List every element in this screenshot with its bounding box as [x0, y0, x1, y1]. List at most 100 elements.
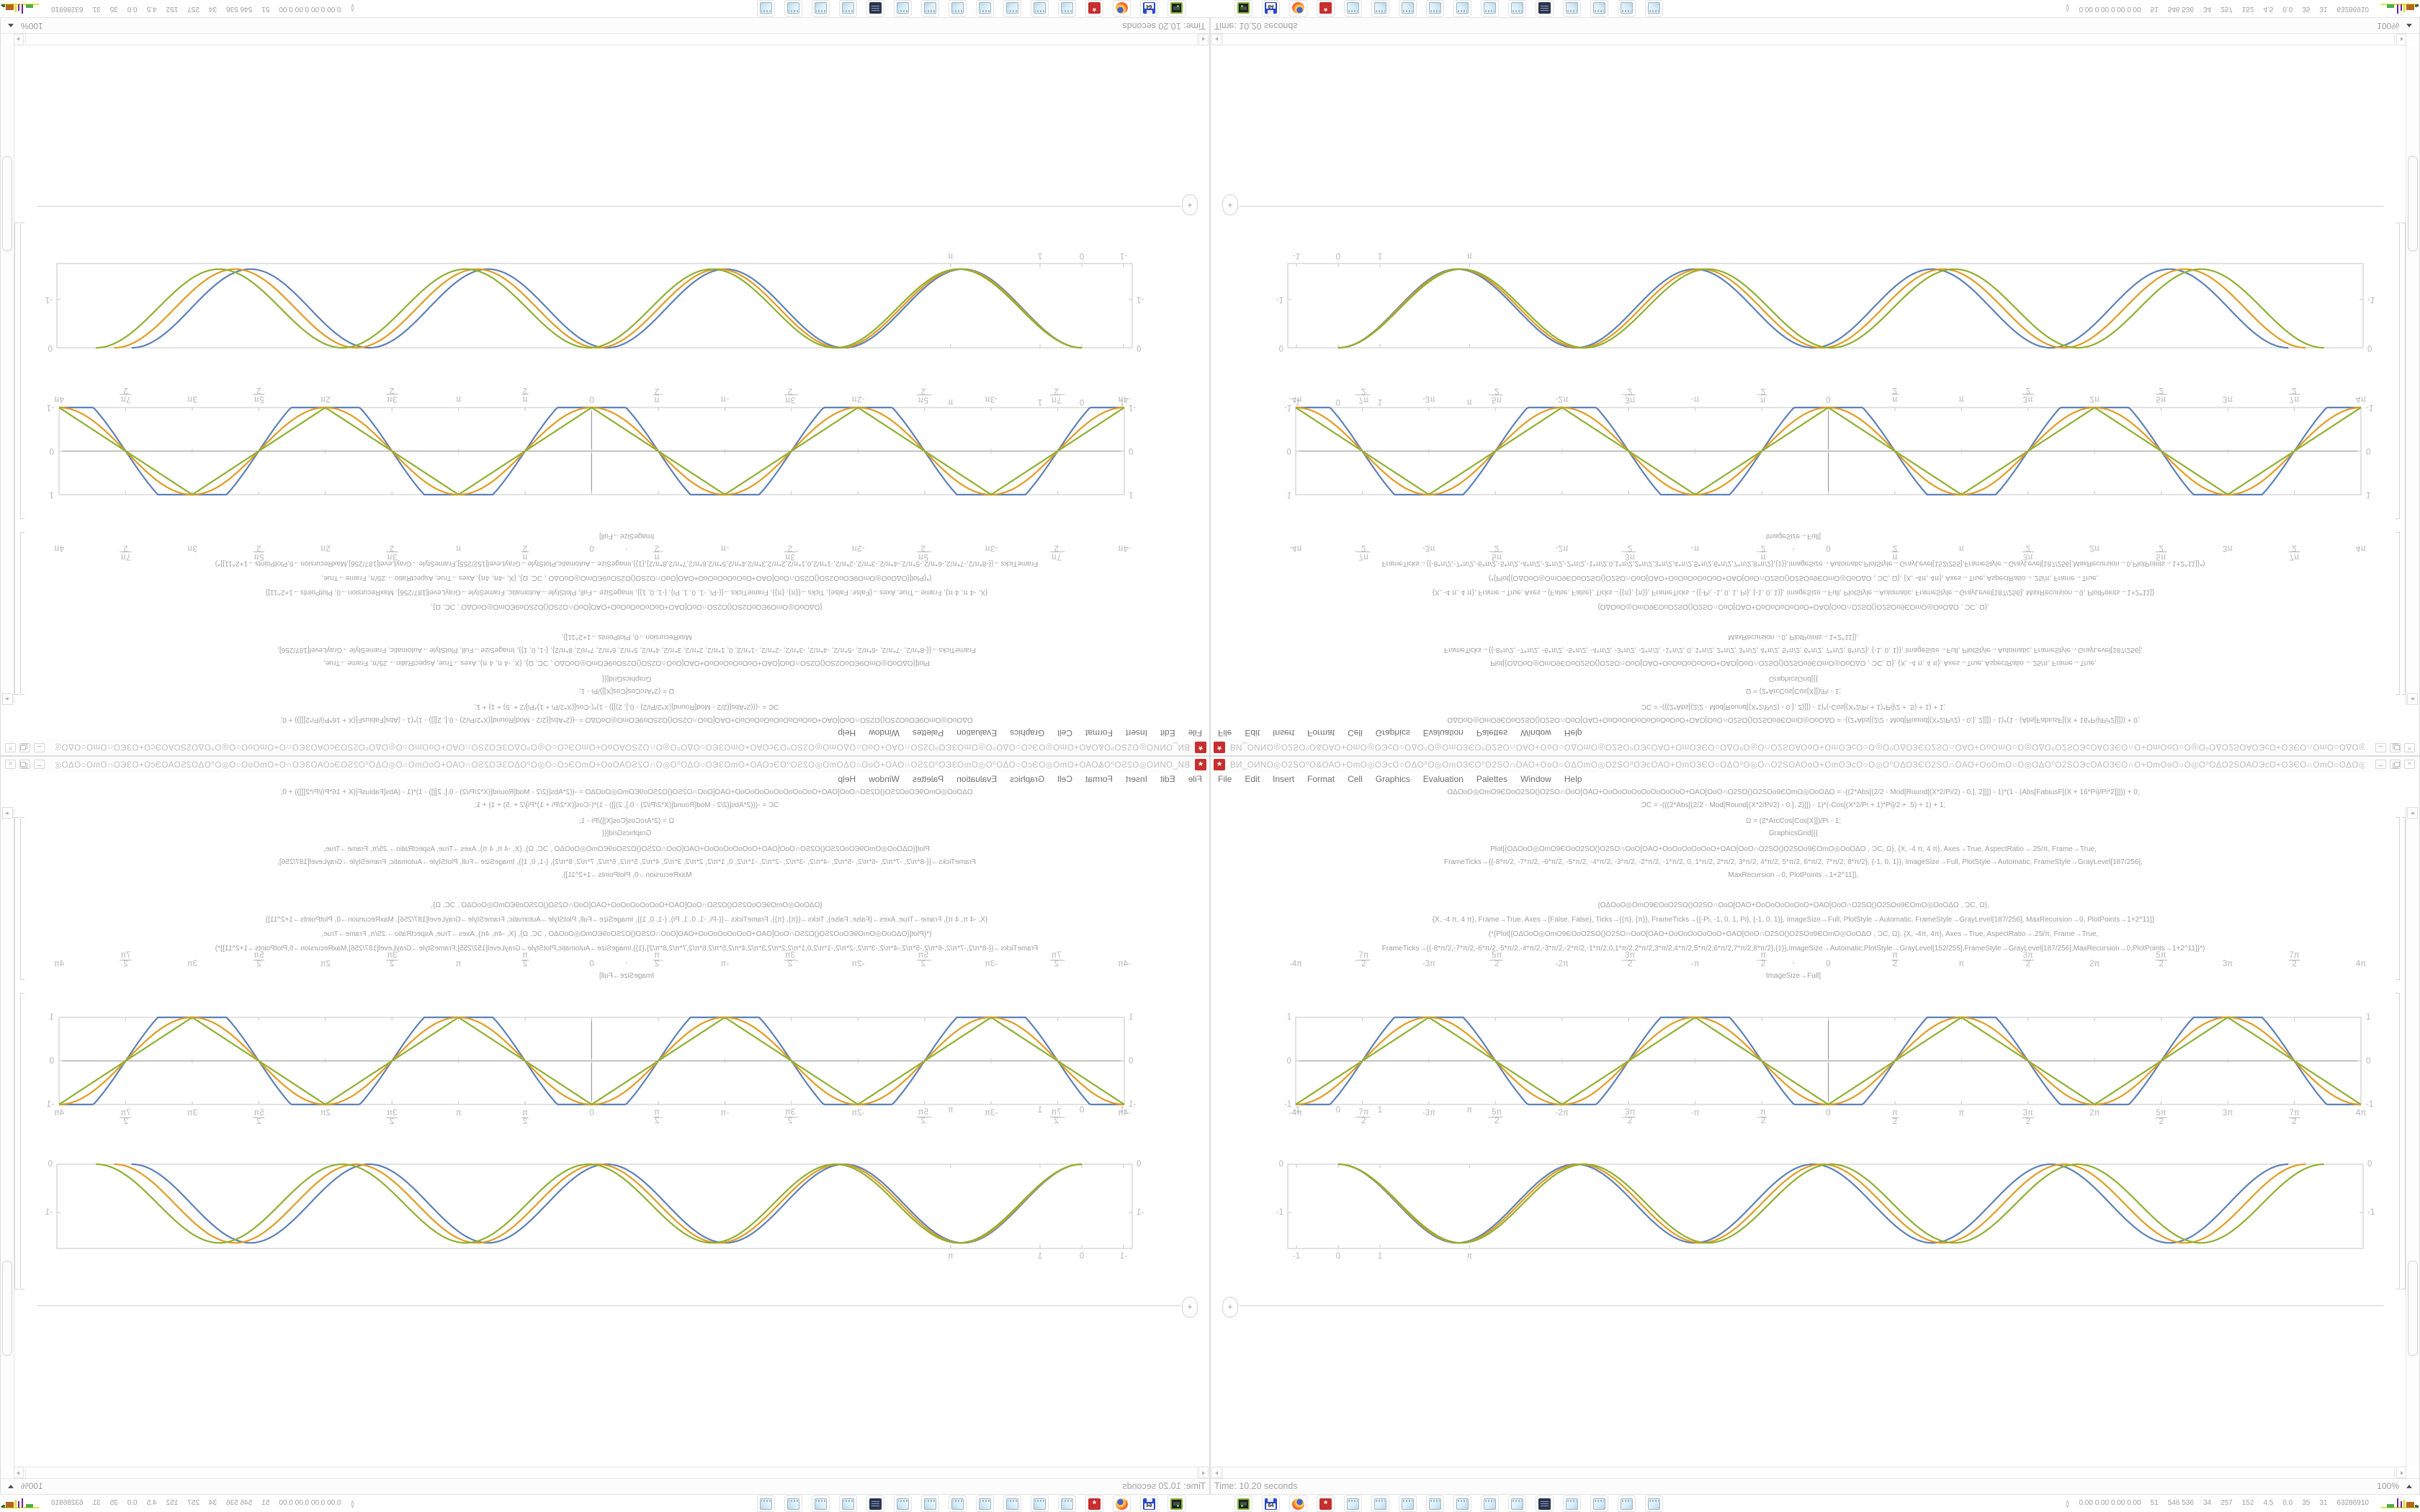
taskbar-item-note[interactable]	[1563, 0, 1581, 17]
taskbar-item-note[interactable]	[839, 0, 857, 17]
scroll-right-icon[interactable]	[14, 34, 24, 45]
cell-bracket-outer[interactable]	[14, 817, 19, 1290]
taskbar-item-note[interactable]	[1508, 1495, 1526, 1512]
taskbar-item-firefox[interactable]	[1289, 1495, 1307, 1512]
cell-insert-line[interactable]	[1240, 206, 2383, 207]
cell-insert-plus-icon[interactable]: +	[1182, 1297, 1198, 1318]
taskbar-item-note[interactable]	[1344, 1495, 1362, 1512]
taskbar-item-note[interactable]	[1399, 0, 1417, 17]
cell-bracket-output[interactable]	[20, 993, 25, 1290]
taskbar-item-note[interactable]	[921, 1495, 939, 1512]
taskbar-item-note[interactable]	[1058, 1495, 1076, 1512]
window-menu-button[interactable]: *	[1214, 740, 1225, 753]
magnification-control[interactable]: 100%	[8, 21, 43, 31]
cell-bracket-input[interactable]	[2395, 532, 2400, 695]
taskbar-item-darkdoc[interactable]	[866, 0, 884, 17]
taskbar-item-note[interactable]	[894, 0, 912, 17]
taskbar-item-note[interactable]	[949, 1495, 967, 1512]
menu-help[interactable]: Help	[1564, 728, 1582, 738]
menu-graphics[interactable]: Graphics	[1010, 728, 1045, 738]
cell-bracket-outer[interactable]	[2401, 222, 2406, 695]
vertical-scroll-thumb[interactable]	[2, 156, 12, 251]
window-menu-button[interactable]: *	[1195, 759, 1206, 772]
restore-icon[interactable]	[2390, 760, 2401, 769]
taskbar-item-note[interactable]	[1344, 0, 1362, 17]
taskbar-item-note[interactable]	[1031, 1495, 1049, 1512]
menu-help[interactable]: Help	[1564, 774, 1582, 784]
menu-cell[interactable]: Cell	[1057, 774, 1072, 784]
cell-insert-plus-icon[interactable]: +	[1222, 194, 1238, 215]
menu-window[interactable]: Window	[869, 728, 900, 738]
taskbar-item-gear[interactable]: *	[1317, 0, 1335, 17]
menu-graphics[interactable]: Graphics	[1010, 774, 1045, 784]
scroll-left-icon[interactable]	[1198, 1467, 1209, 1478]
scroll-up-icon[interactable]	[2, 693, 13, 705]
taskbar-item-darkdoc[interactable]	[1536, 1495, 1554, 1512]
menu-palettes[interactable]: Palettes	[1476, 774, 1508, 784]
minimize-icon[interactable]	[34, 743, 45, 752]
restore-icon[interactable]	[2390, 743, 2401, 752]
magnification-dropdown-icon[interactable]	[8, 23, 14, 27]
horizontal-scrollbar[interactable]	[1211, 1467, 2406, 1480]
menu-palettes[interactable]: Palettes	[912, 728, 944, 738]
taskbar-item-gear[interactable]: *	[1317, 1495, 1335, 1512]
taskbar-item-note[interactable]	[1508, 0, 1526, 17]
taskbar-item-darkdoc[interactable]	[1536, 0, 1554, 17]
taskbar-item-note[interactable]	[1453, 0, 1471, 17]
close-icon[interactable]: ×	[5, 760, 16, 769]
menu-file[interactable]: File	[1188, 728, 1202, 738]
taskbar-item-note[interactable]	[757, 0, 775, 17]
magnification-control[interactable]: 100%	[2377, 1481, 2412, 1491]
horizontal-scrollbar[interactable]	[14, 32, 1209, 45]
magnification-dropdown-icon[interactable]	[8, 1485, 14, 1489]
restore-icon[interactable]	[19, 760, 30, 769]
cell-bracket-output[interactable]	[20, 222, 25, 519]
menu-evaluation[interactable]: Evaluation	[1422, 774, 1464, 784]
taskbar-item-floppy64[interactable]	[1262, 0, 1280, 17]
menu-palettes[interactable]: Palettes	[1476, 728, 1508, 738]
menu-edit[interactable]: Edit	[1245, 728, 1260, 738]
taskbar-item-floppy64[interactable]	[1140, 1495, 1158, 1512]
taskbar-item-floppy64[interactable]	[1262, 1495, 1280, 1512]
horizontal-scroll-groove[interactable]	[25, 32, 1198, 45]
taskbar-item-note[interactable]	[1481, 0, 1499, 17]
restore-icon[interactable]	[19, 743, 30, 752]
vertical-scrollbar[interactable]	[2406, 45, 2419, 705]
menu-evaluation[interactable]: Evaluation	[956, 774, 998, 784]
cell-bracket-output[interactable]	[2395, 993, 2400, 1290]
window-titlebar[interactable]: * ВИ_ОИNО◎О2SО⁰О&ОАО+ОmО◎ОЭсО○ОΔО⁰О◎ОmОЗ…	[1, 757, 1209, 773]
taskbar-item-firefox[interactable]	[1289, 0, 1307, 17]
taskbar-item-note[interactable]	[812, 0, 830, 17]
scroll-left-icon[interactable]	[1198, 34, 1209, 45]
menu-graphics[interactable]: Graphics	[1375, 728, 1410, 738]
cell-bracket-input[interactable]	[20, 532, 25, 695]
cell-bracket-outer[interactable]	[2401, 817, 2406, 1290]
cell-bracket-input[interactable]	[2395, 817, 2400, 980]
taskbar-item-note[interactable]	[1645, 1495, 1663, 1512]
magnification-control[interactable]: 100%	[2377, 21, 2412, 31]
taskbar-item-note[interactable]	[1590, 1495, 1608, 1512]
scroll-left-icon[interactable]	[1211, 1467, 1222, 1478]
menu-cell[interactable]: Cell	[1057, 728, 1072, 738]
taskbar-item-note[interactable]	[1453, 1495, 1471, 1512]
window-titlebar[interactable]: * ВИ_ОИNО◎О2SО⁰О&ОАО+ОmО◎ОЭсО○ОΔО⁰О◎ОmОЗ…	[1, 739, 1209, 755]
window-menu-button[interactable]: *	[1195, 740, 1206, 753]
close-icon[interactable]: ×	[2404, 760, 2415, 769]
magnification-dropdown-icon[interactable]	[2406, 23, 2412, 27]
menu-insert[interactable]: Insert	[1273, 728, 1295, 738]
vertical-scroll-thumb[interactable]	[2408, 1261, 2418, 1356]
taskbar-item-firefox[interactable]	[1113, 0, 1131, 17]
taskbar-item-firefox[interactable]	[1113, 1495, 1131, 1512]
menu-palettes[interactable]: Palettes	[912, 774, 944, 784]
taskbar-item-note[interactable]	[1031, 0, 1049, 17]
taskbar-item-drive[interactable]	[1234, 1495, 1252, 1512]
taskbar-item-note[interactable]	[1003, 1495, 1021, 1512]
vertical-scroll-thumb[interactable]	[2, 1261, 12, 1356]
taskbar-item-drive[interactable]	[1168, 0, 1186, 17]
taskbar-item-note[interactable]	[1371, 1495, 1389, 1512]
menu-cell[interactable]: Cell	[1348, 774, 1363, 784]
minimize-icon[interactable]	[2375, 760, 2386, 769]
taskbar-item-note[interactable]	[976, 1495, 994, 1512]
horizontal-scroll-groove[interactable]	[1222, 32, 2395, 45]
taskbar-item-drive[interactable]	[1168, 1495, 1186, 1512]
